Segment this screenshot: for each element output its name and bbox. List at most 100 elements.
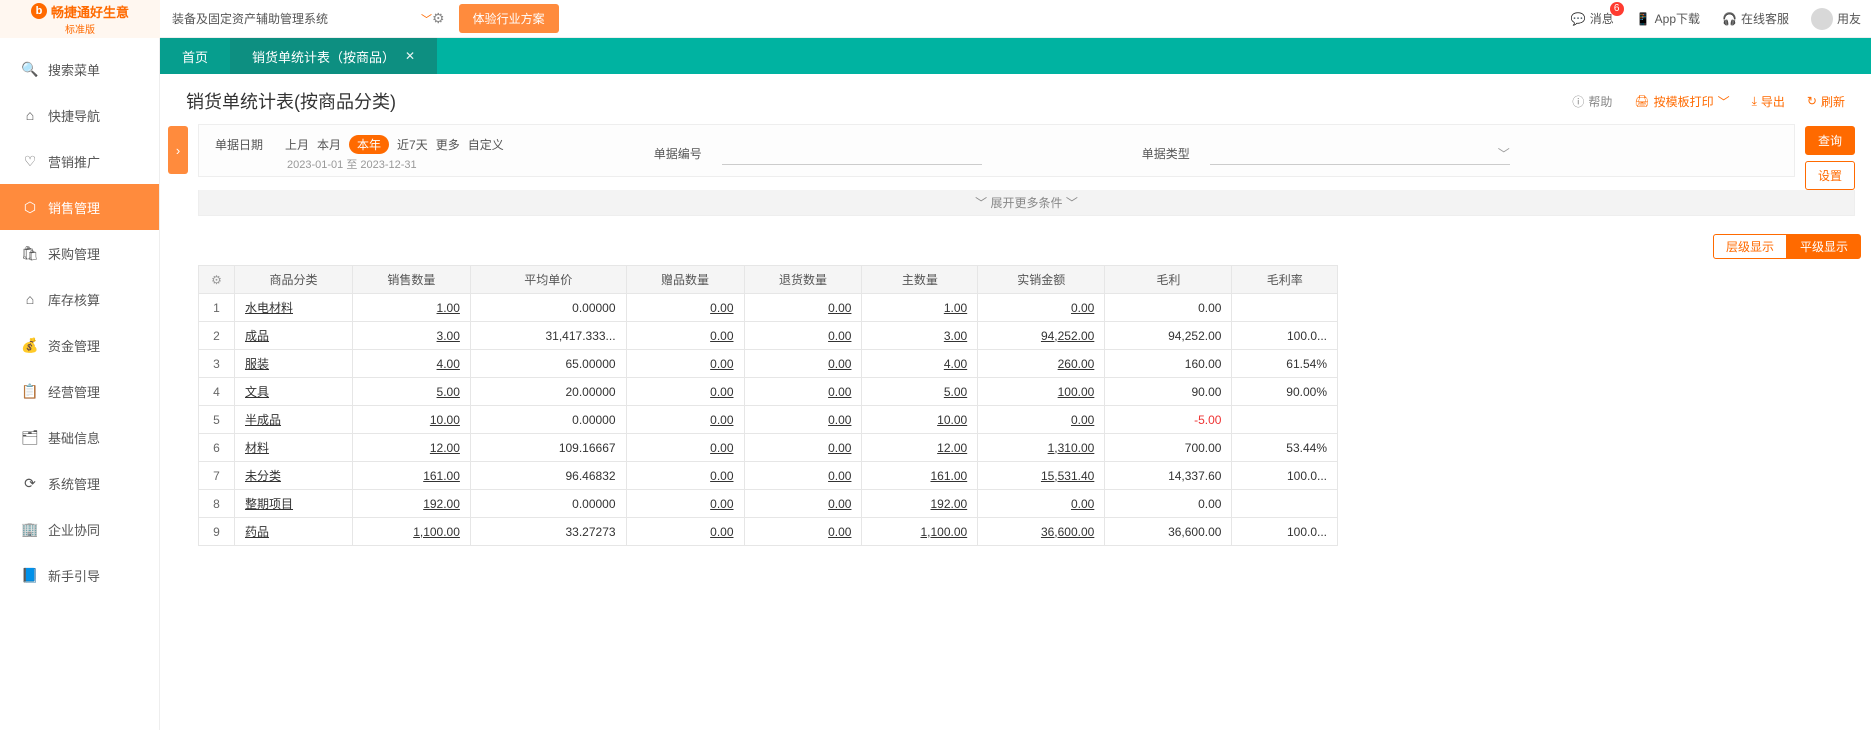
table-column-header[interactable]: 平均单价: [470, 266, 626, 294]
date-range-option[interactable]: 本月: [317, 136, 341, 153]
date-range-option[interactable]: 自定义: [468, 136, 504, 153]
value-link[interactable]: 5.00: [437, 385, 460, 399]
value-link[interactable]: 0.00: [828, 441, 851, 455]
date-range-option[interactable]: 本年: [349, 135, 389, 154]
category-link[interactable]: 成品: [245, 329, 269, 343]
value-link[interactable]: 4.00: [944, 357, 967, 371]
sidebar-item-system[interactable]: ⟳系统管理: [0, 460, 159, 506]
tab-home[interactable]: 首页: [160, 38, 230, 74]
value-link[interactable]: 12.00: [430, 441, 460, 455]
category-link[interactable]: 水电材料: [245, 301, 293, 315]
value-link[interactable]: 260.00: [1058, 357, 1095, 371]
value-link[interactable]: 0.00: [710, 441, 733, 455]
table-column-header[interactable]: 实销金额: [978, 266, 1105, 294]
value-link[interactable]: 0.00: [710, 329, 733, 343]
doctype-select[interactable]: ﹀: [1210, 143, 1510, 165]
cta-button[interactable]: 体验行业方案: [459, 4, 559, 33]
value-link[interactable]: 15,531.40: [1041, 469, 1094, 483]
value-link[interactable]: 1,310.00: [1048, 441, 1095, 455]
value-link[interactable]: 3.00: [437, 329, 460, 343]
value-link[interactable]: 3.00: [944, 329, 967, 343]
sidebar-item-sales[interactable]: ⬡销售管理: [0, 184, 159, 230]
table-column-header[interactable]: 商品分类: [235, 266, 353, 294]
close-icon[interactable]: ✕: [405, 49, 415, 63]
expand-more-conditions[interactable]: ﹀ 展开更多条件 ﹀: [198, 190, 1855, 216]
value-link[interactable]: 4.00: [437, 357, 460, 371]
user-menu[interactable]: 用友: [1811, 8, 1861, 30]
table-column-header[interactable]: 销售数量: [352, 266, 470, 294]
value-link[interactable]: 5.00: [944, 385, 967, 399]
tab-active[interactable]: 销货单统计表（按商品） ✕: [230, 38, 437, 74]
value-link[interactable]: 0.00: [710, 301, 733, 315]
value-link[interactable]: 1,100.00: [413, 525, 460, 539]
sidebar-item-purchase[interactable]: 🛍采购管理: [0, 230, 159, 276]
value-link[interactable]: 0.00: [710, 525, 733, 539]
gear-icon[interactable]: ⚙: [432, 10, 445, 27]
value-link[interactable]: 0.00: [710, 413, 733, 427]
value-link[interactable]: 1,100.00: [920, 525, 967, 539]
date-range-option[interactable]: 上月: [285, 136, 309, 153]
toggle-flat-view[interactable]: 平级显示: [1787, 234, 1861, 259]
value-link[interactable]: 0.00: [710, 469, 733, 483]
value-link[interactable]: 161.00: [423, 469, 460, 483]
messages-button[interactable]: 💬 消息 6: [1571, 10, 1614, 27]
category-link[interactable]: 未分类: [245, 469, 281, 483]
date-range-option[interactable]: 更多: [436, 136, 460, 153]
table-column-header[interactable]: 退货数量: [744, 266, 862, 294]
value-link[interactable]: 0.00: [828, 357, 851, 371]
value-link[interactable]: 0.00: [828, 497, 851, 511]
refresh-button[interactable]: ↻ 刷新: [1807, 93, 1845, 110]
value-link[interactable]: 192.00: [930, 497, 967, 511]
category-link[interactable]: 药品: [245, 525, 269, 539]
sidebar-item-funds[interactable]: 💰资金管理: [0, 322, 159, 368]
online-service-button[interactable]: 🎧 在线客服: [1722, 10, 1789, 27]
sidebar-item-quicknav[interactable]: ⌂快捷导航: [0, 92, 159, 138]
category-link[interactable]: 半成品: [245, 413, 281, 427]
help-button[interactable]: ⓘ 帮助: [1572, 93, 1612, 110]
value-link[interactable]: 10.00: [937, 413, 967, 427]
app-download-button[interactable]: 📱 App下载: [1636, 10, 1700, 27]
value-link[interactable]: 0.00: [828, 329, 851, 343]
category-link[interactable]: 服装: [245, 357, 269, 371]
sidebar-item-marketing[interactable]: ♡营销推广: [0, 138, 159, 184]
sidebar-item-search[interactable]: 🔍搜索菜单: [0, 46, 159, 92]
table-column-header[interactable]: 毛利率: [1232, 266, 1338, 294]
category-link[interactable]: 整期项目: [245, 497, 293, 511]
table-column-header[interactable]: 毛利: [1105, 266, 1232, 294]
value-link[interactable]: 0.00: [828, 385, 851, 399]
value-link[interactable]: 0.00: [1071, 301, 1094, 315]
query-button[interactable]: 查询: [1805, 126, 1855, 155]
value-link[interactable]: 36,600.00: [1041, 525, 1094, 539]
sidebar-item-collab[interactable]: 🏢企业协同: [0, 506, 159, 552]
filter-collapse-handle[interactable]: ›: [168, 126, 188, 174]
app-selector[interactable]: 装备及固定资产辅助管理系统 ﹀: [172, 10, 432, 27]
value-link[interactable]: 0.00: [710, 497, 733, 511]
sidebar-item-operation[interactable]: 📋经营管理: [0, 368, 159, 414]
value-link[interactable]: 161.00: [930, 469, 967, 483]
table-column-header[interactable]: 主数量: [862, 266, 978, 294]
value-link[interactable]: 94,252.00: [1041, 329, 1094, 343]
value-link[interactable]: 0.00: [1071, 413, 1094, 427]
value-link[interactable]: 1.00: [944, 301, 967, 315]
sidebar-item-basicinfo[interactable]: 🗂基础信息: [0, 414, 159, 460]
export-button[interactable]: ⤓ 导出: [1752, 93, 1785, 110]
value-link[interactable]: 0.00: [828, 301, 851, 315]
value-link[interactable]: 0.00: [710, 385, 733, 399]
value-link[interactable]: 1.00: [437, 301, 460, 315]
config-button[interactable]: 设置: [1805, 161, 1855, 190]
table-column-header[interactable]: 赠品数量: [626, 266, 744, 294]
value-link[interactable]: 0.00: [828, 525, 851, 539]
value-link[interactable]: 100.00: [1058, 385, 1095, 399]
value-link[interactable]: 192.00: [423, 497, 460, 511]
value-link[interactable]: 10.00: [430, 413, 460, 427]
sidebar-item-inventory[interactable]: ⌂库存核算: [0, 276, 159, 322]
value-link[interactable]: 0.00: [710, 357, 733, 371]
value-link[interactable]: 0.00: [828, 469, 851, 483]
toggle-hierarchy-view[interactable]: 层级显示: [1713, 234, 1787, 259]
category-link[interactable]: 材料: [245, 441, 269, 455]
sidebar-item-guide[interactable]: 📘新手引导: [0, 552, 159, 598]
category-link[interactable]: 文具: [245, 385, 269, 399]
date-range-option[interactable]: 近7天: [397, 136, 428, 153]
table-column-header[interactable]: ⚙: [199, 266, 235, 294]
value-link[interactable]: 0.00: [828, 413, 851, 427]
